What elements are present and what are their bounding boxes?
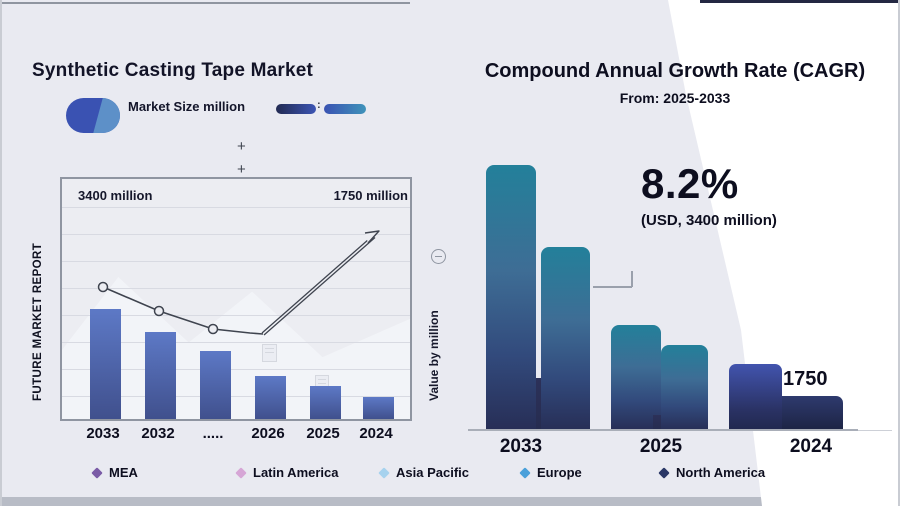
legend-diamond-icon (519, 466, 531, 479)
cagr-bar-2024-b (782, 396, 843, 430)
cagr-baseline (468, 429, 858, 431)
legend-item-europe: Europe (519, 465, 582, 480)
x-tick-label: 2024 (359, 425, 393, 442)
plot-gridline (62, 396, 410, 397)
market-bar-2033 (89, 309, 121, 419)
legend-diamond-icon (91, 466, 103, 479)
legend-diamond-icon (378, 466, 390, 479)
legend-item-latin-america: Latin America (235, 465, 339, 480)
market-bar-..... (199, 351, 231, 419)
plot-gridline (62, 342, 410, 343)
x-tick-label: 2024 (789, 436, 833, 457)
x-tick-label: 2026 (251, 425, 285, 442)
x-tick-label: ..... (202, 425, 224, 442)
bar-merge-patch (536, 378, 541, 430)
legend-label: Latin America (253, 465, 339, 480)
start-value-label: 3400 million (78, 188, 153, 203)
legend-label: Asia Pacific (396, 465, 469, 480)
cagr-baseline-extension (858, 430, 892, 431)
market-size-label: Market Size million (128, 99, 246, 114)
pill-separator: : (317, 99, 321, 111)
bottom-edge-strip (0, 497, 810, 506)
frame-line-top-left (2, 2, 410, 4)
legend-item-asia-pacific: Asia Pacific (378, 465, 469, 480)
plot-gridline (62, 288, 410, 289)
legend-label: North America (676, 465, 766, 480)
x-tick-label: 2032 (141, 425, 175, 442)
pill-icon-teal (324, 104, 366, 114)
ghost-document-icon (262, 344, 277, 362)
market-bar-2025 (309, 386, 341, 419)
legend-diamond-icon (235, 466, 247, 479)
pill-icon-navy (276, 104, 316, 114)
callout-line (631, 271, 633, 287)
cagr-bar-2025-b (661, 345, 708, 430)
plot-gridline (62, 207, 410, 208)
plot-gridline (62, 369, 410, 370)
x-tick-label: 2025 (639, 436, 683, 457)
frame-line-right (898, 0, 900, 506)
plot-gridline (62, 261, 410, 262)
callout-line (593, 286, 632, 288)
market-bar-2024 (362, 397, 394, 419)
minus-circle-icon (431, 249, 446, 264)
cagr-title: Compound Annual Growth Rate (CAGR) (484, 60, 866, 82)
frame-line-top-right (700, 0, 900, 3)
legend-diamond-icon (658, 466, 670, 479)
cagr-bar-2024-a (729, 364, 782, 430)
market-bar-2032 (144, 332, 176, 419)
cagr-bar-2025-a (611, 325, 661, 430)
plus-mark-icon: + (237, 138, 246, 155)
plus-mark-icon: + (237, 161, 246, 178)
casting-tape-capsule-icon (66, 98, 120, 133)
page-title: Synthetic Casting Tape Market (32, 60, 314, 81)
market-size-xaxis: 2033 2032..... 2026 2025 2024 (60, 425, 412, 445)
bar-merge-patch (653, 415, 661, 430)
x-tick-label: 2033 (499, 436, 543, 457)
legend-label: MEA (109, 465, 138, 480)
cagr-bar-2033-a (486, 165, 536, 430)
legend-item-north-america: North America (658, 465, 766, 480)
future-market-report-label: FUTURE MARKET REPORT (32, 242, 44, 402)
frame-line-left (0, 0, 2, 506)
value-axis-label: Value by million (427, 310, 441, 402)
cagr-bar-2033-b (541, 247, 590, 430)
legend-label: Europe (537, 465, 582, 480)
end-value-label: 1750 million (333, 188, 408, 203)
cagr-percentage: 8.2% (641, 160, 739, 207)
cagr-context: (USD, 3400 million) (641, 212, 777, 229)
cagr-subtitle: From: 2025-2033 (619, 90, 731, 106)
market-bar-2026 (254, 376, 286, 419)
legend-item-mea: MEA (91, 465, 138, 480)
market-size-plot: 3400 million 1750 million (60, 177, 412, 421)
bar-value-label-1750: 1750 (783, 368, 828, 390)
plot-gridline (62, 234, 410, 235)
x-tick-label: 2025 (306, 425, 340, 442)
x-tick-label: 2033 (86, 425, 120, 442)
